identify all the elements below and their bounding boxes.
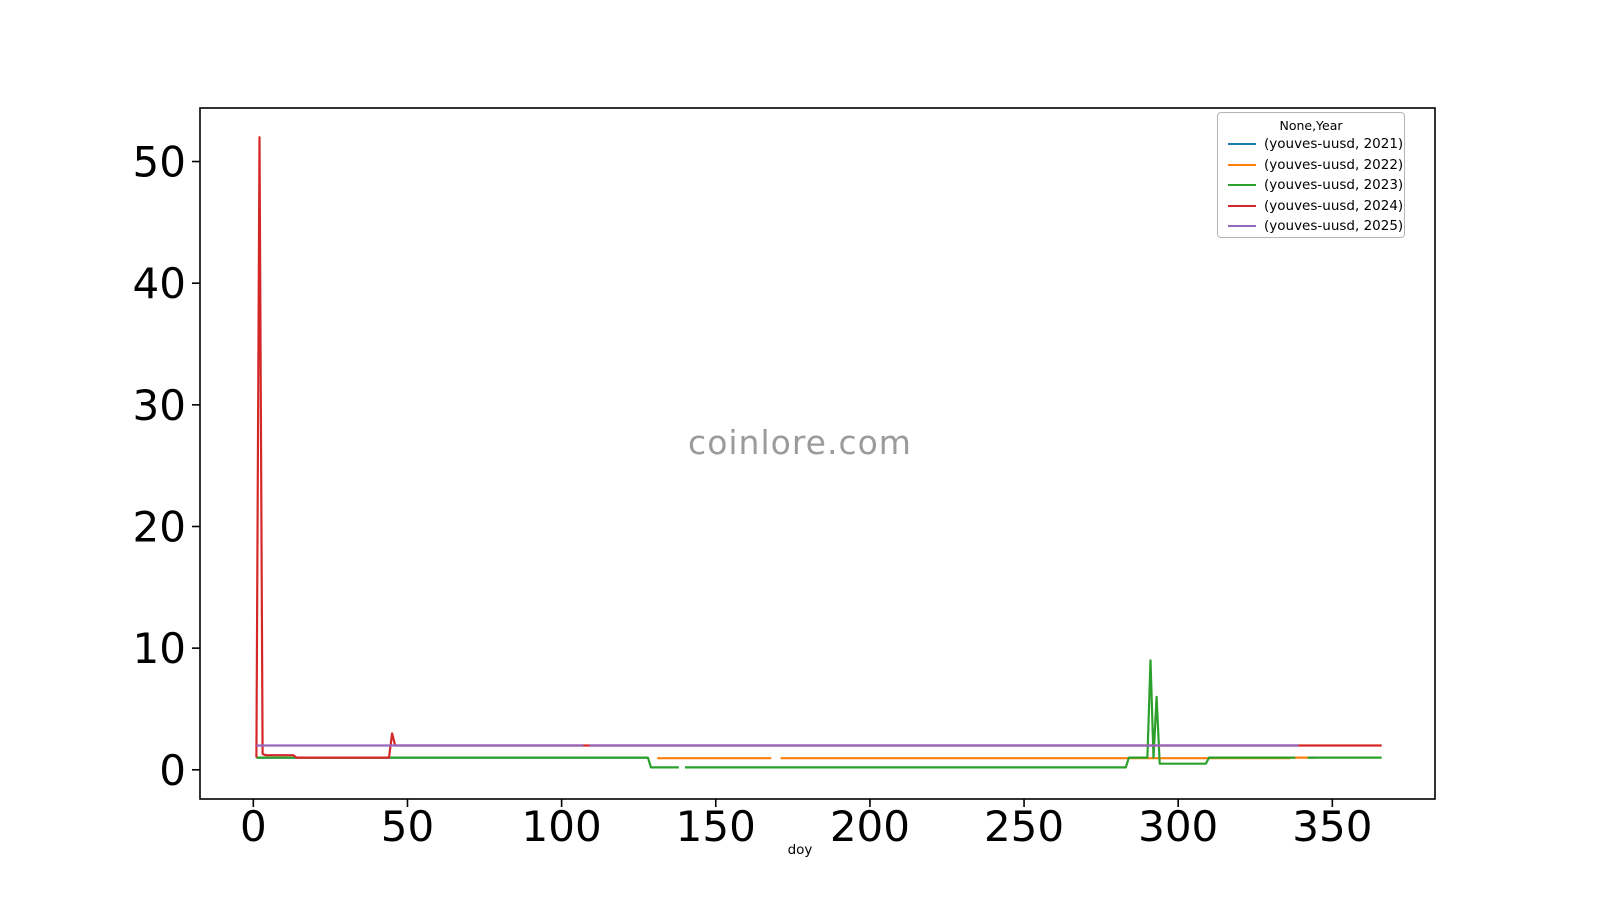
legend-swatch [1228,163,1256,166]
legend: None,Year (youves-uusd, 2021) (youves-uus… [1217,112,1405,238]
y-axis-tick-label: 30 [133,381,186,430]
legend-item: (youves-uusd, 2022) [1218,155,1404,176]
legend-item-label: (youves-uusd, 2024) [1264,197,1404,214]
legend-swatch [1228,143,1256,146]
x-axis-tick-label: 150 [676,802,756,851]
series-line-2023 [256,756,679,769]
y-axis-tick-label: 0 [159,746,186,795]
legend-item-label: (youves-uusd, 2021) [1264,136,1404,153]
legend-item-label: (youves-uusd, 2022) [1264,156,1404,173]
x-axis-label: doy [787,842,813,858]
y-axis-tick-label: 40 [133,259,186,308]
watermark: coinlore.com [688,423,912,462]
y-axis-tick-label: 10 [133,624,186,673]
x-axis-tick-label: 200 [830,802,910,851]
legend-title: None,Year [1279,118,1343,133]
legend-swatch [1228,204,1256,207]
y-axis-tick-label: 50 [133,138,186,187]
legend-swatch [1228,184,1256,187]
legend-item: (youves-uusd, 2025) [1218,216,1404,237]
series-line-2024 [255,136,1382,759]
x-axis-tick-label: 50 [381,802,434,851]
y-axis-tick-label: 20 [133,502,186,551]
legend-items: (youves-uusd, 2021) (youves-uusd, 2022) (y… [1218,134,1404,237]
x-axis-tick-label: 350 [1292,802,1372,851]
legend-swatch [1228,225,1256,228]
legend-item: (youves-uusd, 2021) [1218,134,1404,155]
legend-item-label: (youves-uusd, 2025) [1264,218,1404,235]
legend-item-label: (youves-uusd, 2023) [1264,177,1404,194]
legend-item: (youves-uusd, 2023) [1218,175,1404,196]
x-axis-tick-label: 250 [984,802,1064,851]
x-axis-tick-label: 300 [1138,802,1218,851]
series-line-2023 [684,659,1296,769]
x-axis-tick-label: 100 [522,802,602,851]
x-axis-tick-label: 0 [240,802,267,851]
legend-item: (youves-uusd, 2024) [1218,196,1404,217]
axes-spines [199,107,1436,800]
